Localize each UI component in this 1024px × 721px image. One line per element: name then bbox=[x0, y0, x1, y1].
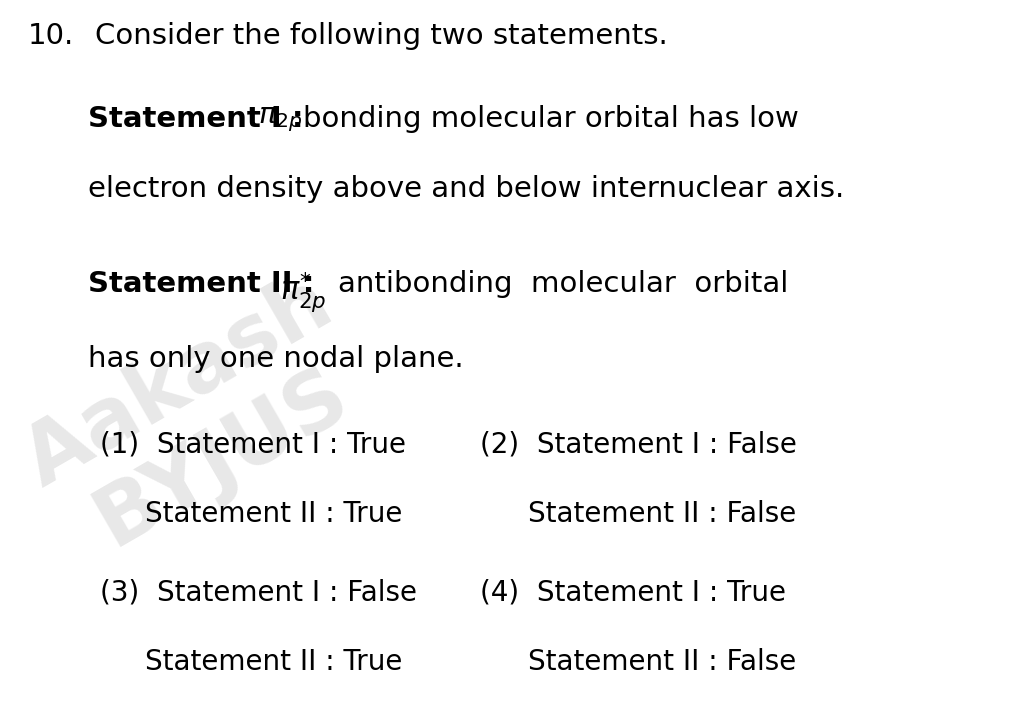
Text: $\pi_{2p}$: $\pi_{2p}$ bbox=[258, 105, 302, 133]
Text: (4)  Statement I : True: (4) Statement I : True bbox=[480, 578, 786, 606]
Text: Statement II :: Statement II : bbox=[88, 270, 314, 298]
Text: electron density above and below internuclear axis.: electron density above and below internu… bbox=[88, 175, 844, 203]
Text: Consider the following two statements.: Consider the following two statements. bbox=[95, 22, 668, 50]
Text: Statement II : True: Statement II : True bbox=[145, 500, 402, 528]
Text: bonding molecular orbital has low: bonding molecular orbital has low bbox=[303, 105, 799, 133]
Text: $\pi^{*}_{2p}$: $\pi^{*}_{2p}$ bbox=[280, 270, 327, 315]
Text: Aakash
BYJUS: Aakash BYJUS bbox=[10, 262, 390, 578]
Text: (1)  Statement I : True: (1) Statement I : True bbox=[100, 430, 406, 458]
Text: Statement II : True: Statement II : True bbox=[145, 648, 402, 676]
Text: (2)  Statement I : False: (2) Statement I : False bbox=[480, 430, 797, 458]
Text: has only one nodal plane.: has only one nodal plane. bbox=[88, 345, 464, 373]
Text: Statement I :: Statement I : bbox=[88, 105, 303, 133]
Text: (3)  Statement I : False: (3) Statement I : False bbox=[100, 578, 417, 606]
Text: 10.: 10. bbox=[28, 22, 75, 50]
Text: antibonding  molecular  orbital: antibonding molecular orbital bbox=[338, 270, 788, 298]
Text: Statement II : False: Statement II : False bbox=[528, 648, 797, 676]
Text: Statement II : False: Statement II : False bbox=[528, 500, 797, 528]
